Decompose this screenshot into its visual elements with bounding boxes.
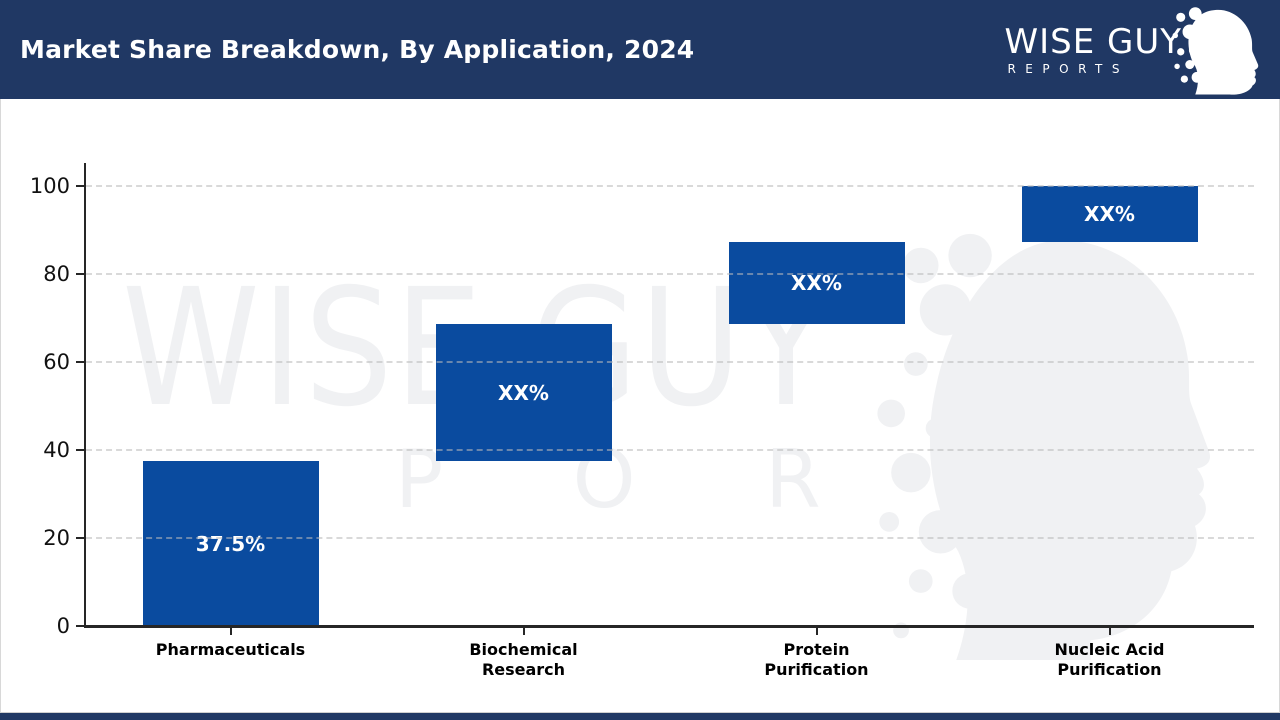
- gridline: [86, 449, 1254, 451]
- y-axis-tick: [76, 449, 84, 451]
- watermark-head-icon: [877, 233, 1211, 660]
- y-axis-tick-label: 100: [29, 174, 70, 198]
- bar-value-label: XX%: [791, 271, 842, 295]
- category-label: Protein Purification: [764, 640, 869, 679]
- y-axis-tick-label: 40: [43, 438, 70, 462]
- category-label: Nucleic Acid Purification: [1054, 640, 1165, 679]
- gridline: [86, 361, 1254, 363]
- y-axis-tick: [76, 625, 84, 627]
- logo-text: WISE GUY REPORTS: [1004, 25, 1182, 75]
- gridline: [86, 185, 1254, 187]
- x-axis-line: [84, 625, 1254, 628]
- footer-bar: [0, 713, 1280, 720]
- y-axis-tick-label: 80: [43, 262, 70, 286]
- y-axis-tick: [76, 537, 84, 539]
- bar-value-label: 37.5%: [195, 531, 266, 556]
- y-axis-tick-label: 60: [43, 350, 70, 374]
- waterfall-bar: XX%: [435, 324, 612, 461]
- category-label: Biochemical Research: [469, 640, 578, 679]
- y-axis-line: [84, 163, 86, 627]
- waterfall-bar: XX%: [728, 241, 905, 325]
- y-axis-tick: [76, 185, 84, 187]
- y-axis-tick-label: 20: [43, 526, 70, 550]
- category-label: Pharmaceuticals: [155, 640, 306, 659]
- header: Market Share Breakdown, By Application, …: [0, 0, 1280, 99]
- brand-logo: WISE GUY REPORTS: [1004, 0, 1268, 99]
- x-axis-tick: [229, 628, 232, 635]
- waterfall-bar: XX%: [1021, 186, 1198, 242]
- logo-head-icon: [1172, 6, 1259, 95]
- page-title: Market Share Breakdown, By Application, …: [20, 35, 695, 64]
- waterfall-bar: 37.5%: [142, 461, 319, 626]
- y-axis-tick-label: 0: [56, 614, 70, 638]
- gridline: [86, 537, 1254, 539]
- logo-subtext: REPORTS: [1007, 61, 1129, 76]
- x-axis-tick: [1108, 628, 1111, 635]
- x-axis-tick: [522, 628, 525, 635]
- y-axis-tick: [76, 273, 84, 275]
- y-axis-tick: [76, 361, 84, 363]
- bar-value-label: XX%: [498, 380, 549, 405]
- x-axis-tick: [815, 628, 818, 635]
- bar-value-label: XX%: [1084, 201, 1135, 226]
- logo-wordmark: WISE GUY: [1004, 21, 1182, 62]
- gridline: [86, 273, 1254, 275]
